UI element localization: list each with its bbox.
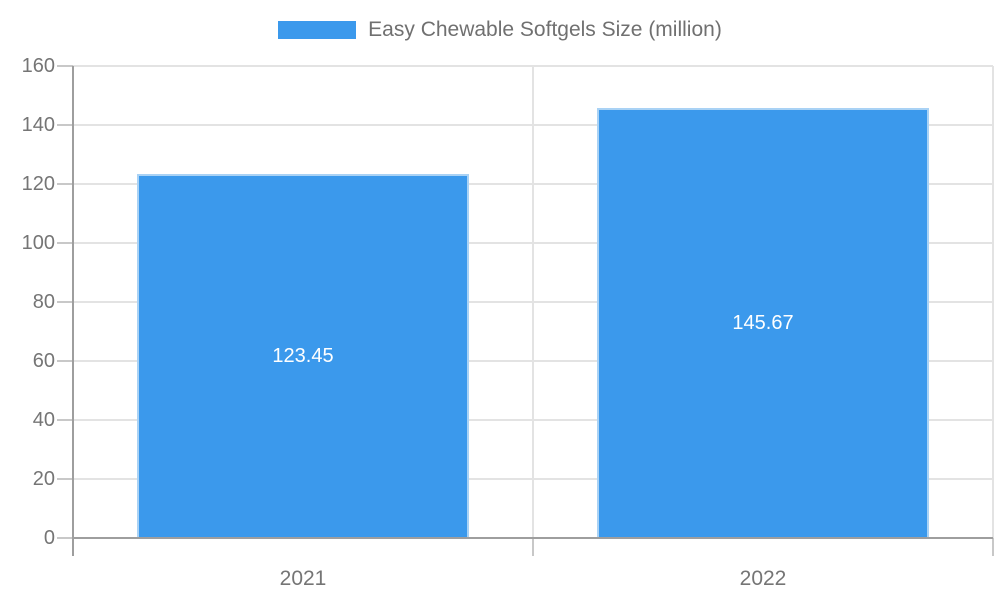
bar-value-label: 145.67 [732,312,794,334]
y-axis-label: 40 [32,409,55,431]
y-axis-tick [57,478,73,480]
y-axis-label: 20 [32,468,55,490]
chart-legend[interactable]: Easy Chewable Softgels Size (million) [0,19,1000,40]
y-axis-tick [57,301,73,303]
y-axis-tick [57,360,73,362]
category-boundary-gridline [532,66,534,538]
bar[interactable] [137,174,469,537]
y-axis-label: 140 [21,114,55,136]
legend-label: Easy Chewable Softgels Size (million) [368,18,722,41]
y-axis-tick [57,65,73,67]
x-axis-tick [992,538,994,556]
bar-value-label: 123.45 [272,345,334,367]
y-axis-line [72,66,74,556]
y-axis-label: 120 [21,173,55,195]
y-axis-tick [57,242,73,244]
y-axis-tick [57,537,73,539]
y-axis-label: 0 [43,527,55,549]
y-axis-tick [57,183,73,185]
y-axis-label: 160 [21,55,55,77]
x-axis-line [73,537,993,539]
y-axis-label: 60 [32,350,55,372]
category-boundary-gridline [992,66,994,538]
legend-swatch [278,20,357,39]
y-axis-label: 80 [32,291,55,313]
x-axis-tick [532,538,534,556]
bar[interactable] [597,108,929,537]
x-axis-label: 2021 [279,567,327,590]
y-axis-tick [57,419,73,421]
y-axis-label: 100 [21,232,55,254]
x-axis-label: 2022 [739,567,787,590]
y-axis-tick [57,124,73,126]
